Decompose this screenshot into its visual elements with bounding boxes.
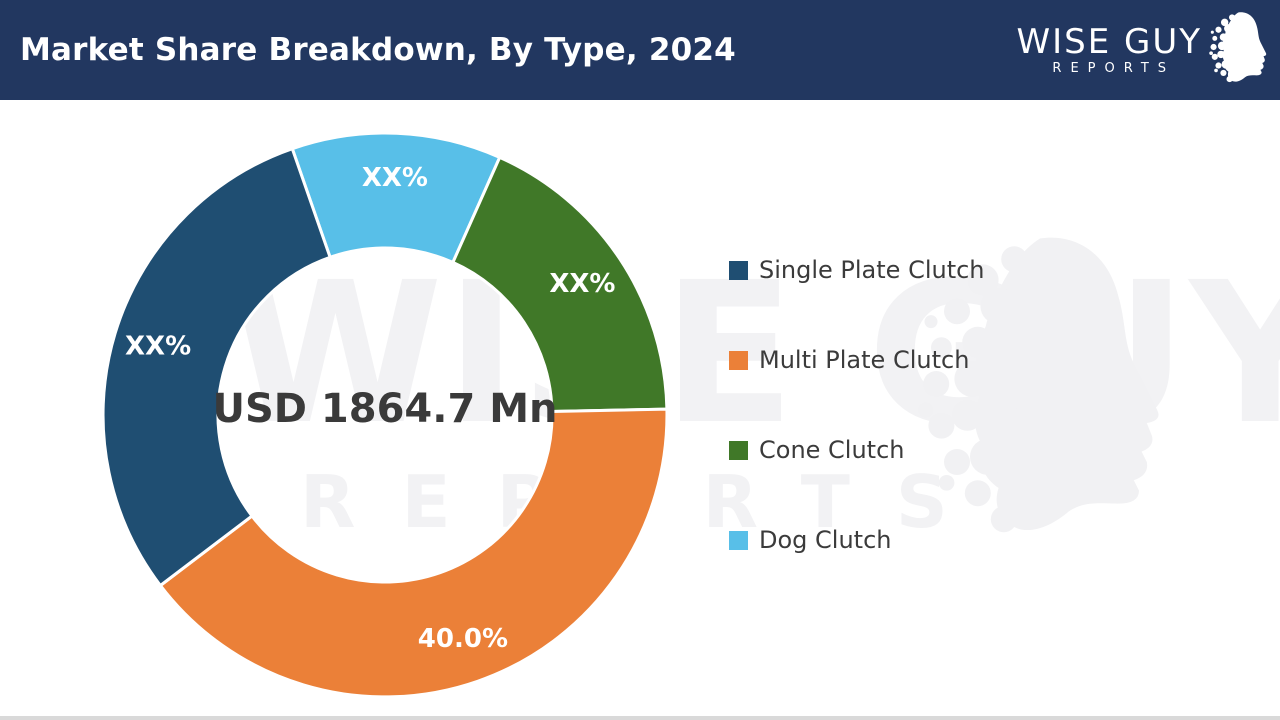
legend-swatch [729, 261, 748, 280]
legend-swatch [729, 351, 748, 370]
legend-label: Cone Clutch [759, 436, 905, 464]
legend-item-cone-clutch[interactable]: Cone Clutch [729, 438, 985, 463]
logo-face-icon [1209, 12, 1267, 83]
legend: Single Plate Clutch Multi Plate Clutch C… [729, 258, 985, 553]
bottom-accent-bar [0, 716, 1280, 720]
legend-label: Dog Clutch [759, 526, 892, 554]
legend-item-single-plate-clutch[interactable]: Single Plate Clutch [729, 258, 985, 283]
logo-wordmark-line1: WISE GUY [1016, 22, 1202, 62]
legend-label: Multi Plate Clutch [759, 346, 970, 374]
legend-item-multi-plate-clutch[interactable]: Multi Plate Clutch [729, 348, 985, 373]
donut-slice-multi-plate-clutch[interactable] [158, 407, 669, 699]
header: Market Share Breakdown, By Type, 2024 WI… [0, 0, 1280, 100]
logo-wordmark: WISE GUY REPORTS [1016, 24, 1202, 76]
slice-value-label: XX% [362, 163, 428, 193]
legend-label: Single Plate Clutch [759, 256, 985, 284]
slice-value-label: 40.0% [418, 624, 508, 654]
slice-value-label: XX% [125, 332, 191, 362]
logo-wordmark-line2: REPORTS [1052, 61, 1176, 76]
legend-item-dog-clutch[interactable]: Dog Clutch [729, 528, 985, 553]
donut-slice-single-plate-clutch[interactable] [101, 146, 333, 588]
legend-swatch [729, 531, 748, 550]
wise-guy-logo: WISE GUY REPORTS [1016, 12, 1268, 84]
legend-swatch [729, 441, 748, 460]
donut-slice-cone-clutch[interactable] [450, 155, 669, 414]
page-title: Market Share Breakdown, By Type, 2024 [20, 32, 736, 68]
slice-value-label: XX% [549, 269, 615, 299]
donut-center-value: USD 1864.7 Mn [212, 386, 558, 432]
